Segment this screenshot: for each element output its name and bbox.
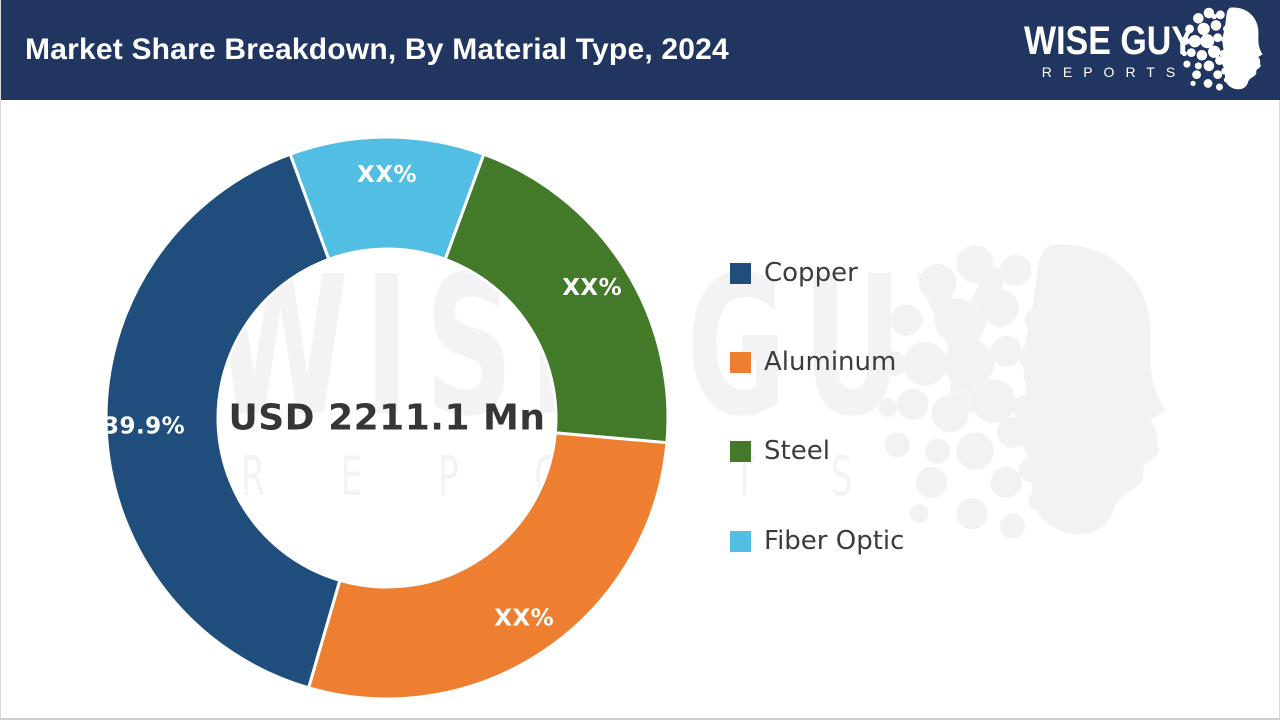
- donut-segment-aluminum: [307, 431, 669, 701]
- segment-label-aluminum: XX%: [494, 606, 554, 632]
- segment-label-fiber-optic: XX%: [357, 162, 417, 188]
- watermark-face-icon: [869, 208, 1181, 582]
- legend-item-aluminum: Aluminum: [730, 347, 904, 378]
- donut-segment-steel: [443, 152, 670, 445]
- legend-swatch-steel: [730, 441, 751, 463]
- legend: Copper Aluminum Steel Fiber Optic: [730, 258, 904, 557]
- legend-swatch-fiber-optic: [730, 530, 751, 552]
- legend-label-copper: Copper: [764, 258, 858, 288]
- brand-logo: WISE GUY REPORTS: [1009, 5, 1267, 95]
- donut-chart: XX% XX% XX% 39.9%: [103, 135, 670, 701]
- brand-tagline: REPORTS: [1041, 63, 1187, 80]
- segment-label-steel: XX%: [562, 275, 622, 301]
- header-bar: Market Share Breakdown, By Material Type…: [1, 0, 1280, 100]
- legend-label-steel: Steel: [764, 436, 830, 467]
- legend-item-fiber-optic: Fiber Optic: [730, 526, 904, 557]
- brand-wordmark: WISE GUY: [1023, 18, 1194, 63]
- brand-text: WISE GUY REPORTS: [1009, 21, 1209, 80]
- legend-label-fiber-optic: Fiber Optic: [764, 525, 905, 556]
- legend-label-aluminum: Aluminum: [764, 347, 897, 378]
- legend-item-copper: Copper: [730, 258, 904, 289]
- legend-item-steel: Steel: [730, 436, 904, 467]
- segment-label-copper: 39.9%: [103, 413, 185, 439]
- page-title: Market Share Breakdown, By Material Type…: [25, 33, 729, 66]
- legend-swatch-copper: [730, 263, 751, 285]
- donut-segment-copper: [104, 152, 342, 690]
- legend-swatch-aluminum: [730, 352, 751, 374]
- center-value-label: USD 2211.1 Mn: [228, 397, 546, 439]
